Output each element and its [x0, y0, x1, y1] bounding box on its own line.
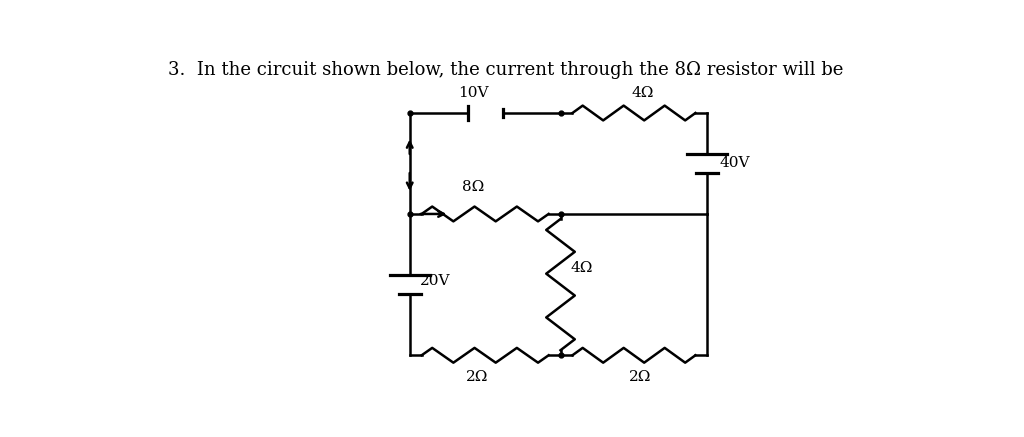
Text: 4Ω: 4Ω [570, 261, 593, 275]
Text: 40V: 40V [719, 156, 750, 170]
Text: 4Ω: 4Ω [631, 86, 653, 100]
Text: 20V: 20V [420, 274, 451, 288]
Text: 2Ω: 2Ω [466, 371, 488, 385]
Text: 3.  In the circuit shown below, the current through the 8Ω resistor will be: 3. In the circuit shown below, the curre… [168, 61, 843, 79]
Text: 8Ω: 8Ω [462, 180, 484, 194]
Text: 10V: 10V [458, 86, 488, 100]
Text: 2Ω: 2Ω [629, 371, 651, 385]
